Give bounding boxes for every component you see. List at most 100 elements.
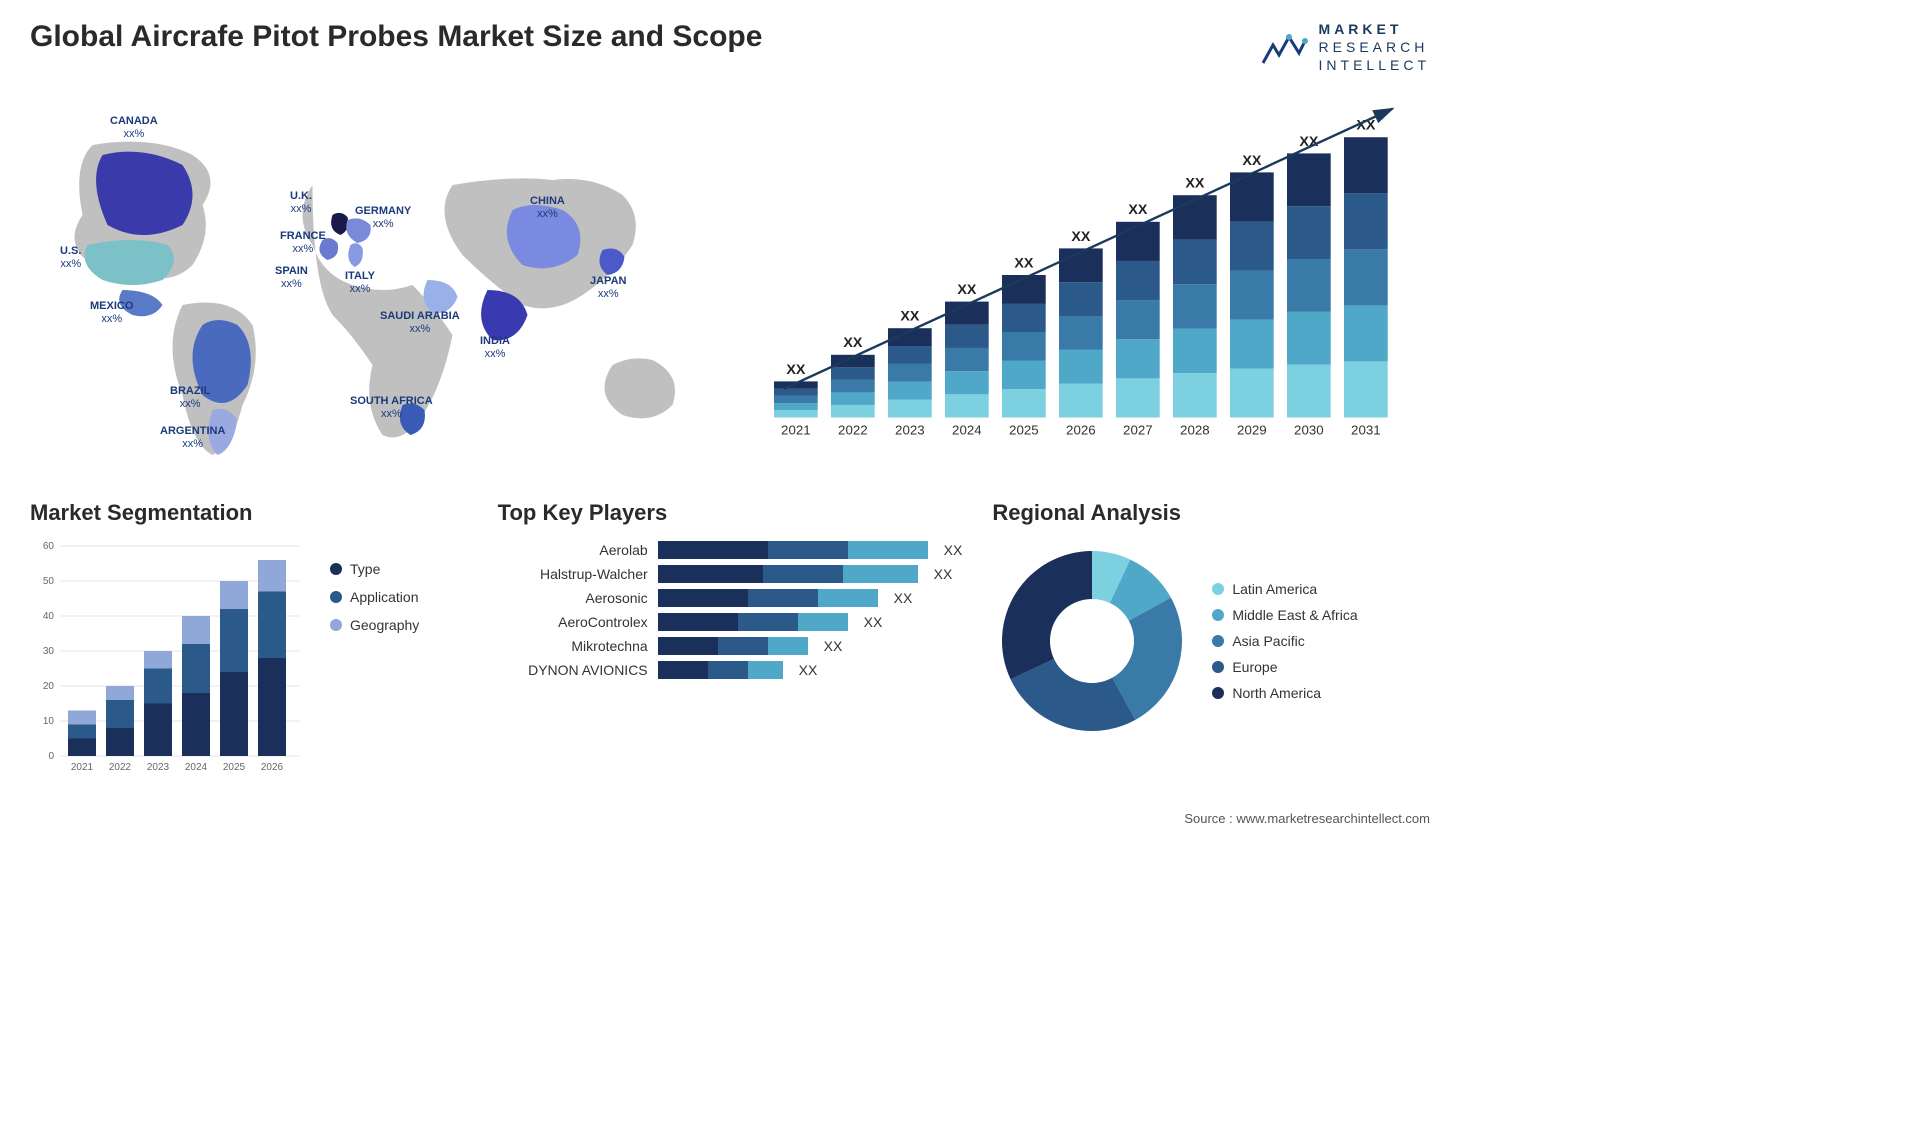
players-chart: AerolabXXHalstrup-WalcherXXAerosonicXXAe… bbox=[498, 541, 963, 679]
player-value: XX bbox=[864, 614, 883, 630]
map-label: BRAZILxx% bbox=[170, 385, 210, 411]
svg-text:2024: 2024 bbox=[185, 762, 208, 773]
legend-item: Middle East & Africa bbox=[1212, 607, 1357, 623]
svg-text:20: 20 bbox=[43, 681, 55, 692]
svg-text:2021: 2021 bbox=[71, 762, 94, 773]
player-name: AeroControlex bbox=[498, 614, 648, 630]
svg-text:2027: 2027 bbox=[1123, 422, 1153, 437]
legend-item: Asia Pacific bbox=[1212, 633, 1357, 649]
regional-title: Regional Analysis bbox=[992, 500, 1430, 526]
svg-text:10: 10 bbox=[43, 716, 55, 727]
player-name: Aerosonic bbox=[498, 590, 648, 606]
svg-text:2023: 2023 bbox=[147, 762, 170, 773]
map-label: ITALYxx% bbox=[345, 270, 375, 296]
svg-text:2029: 2029 bbox=[1237, 422, 1267, 437]
map-label: JAPANxx% bbox=[590, 275, 626, 301]
svg-text:2021: 2021 bbox=[781, 422, 811, 437]
svg-text:2022: 2022 bbox=[838, 422, 868, 437]
map-label: SOUTH AFRICAxx% bbox=[350, 395, 433, 421]
map-label: U.S.xx% bbox=[60, 245, 81, 271]
world-map-panel: CANADAxx% U.S.xx% MEXICOxx% BRAZILxx% ARGENT… bbox=[30, 85, 715, 470]
player-value: XX bbox=[824, 638, 843, 654]
source-text: Source : www.marketresearchintellect.com bbox=[30, 811, 1430, 826]
player-bar bbox=[658, 541, 928, 559]
svg-text:0: 0 bbox=[48, 751, 54, 762]
map-label: INDIAxx% bbox=[480, 335, 510, 361]
svg-text:2031: 2031 bbox=[1351, 422, 1381, 437]
svg-text:2025: 2025 bbox=[223, 762, 246, 773]
svg-text:50: 50 bbox=[43, 576, 55, 587]
player-bar bbox=[658, 589, 878, 607]
regional-donut bbox=[992, 541, 1192, 741]
player-name: Halstrup-Walcher bbox=[498, 566, 648, 582]
player-row: AeroControlex XX bbox=[498, 613, 963, 631]
map-label: SAUDI ARABIAxx% bbox=[380, 310, 460, 336]
logo-line2: RESEARCH bbox=[1319, 38, 1430, 56]
growth-chart-panel: 2021 XX 2022 XX 2023 XX 2024 XX 2025 XX 2026 XX 2027… bbox=[745, 85, 1430, 470]
svg-text:XX: XX bbox=[1242, 152, 1262, 168]
logo-line3: INTELLECT bbox=[1319, 56, 1430, 74]
player-bar bbox=[658, 661, 783, 679]
player-value: XX bbox=[894, 590, 913, 606]
map-label: CANADAxx% bbox=[110, 115, 158, 141]
svg-text:XX: XX bbox=[1128, 202, 1148, 218]
svg-text:2030: 2030 bbox=[1294, 422, 1324, 437]
svg-text:30: 30 bbox=[43, 646, 55, 657]
player-bar bbox=[658, 637, 808, 655]
player-bar bbox=[658, 613, 848, 631]
svg-text:2024: 2024 bbox=[952, 422, 982, 437]
map-label: ARGENTINAxx% bbox=[160, 425, 225, 451]
map-label: SPAINxx% bbox=[275, 265, 308, 291]
legend-item: Type bbox=[330, 561, 419, 577]
map-label: FRANCExx% bbox=[280, 230, 326, 256]
regional-legend: Latin America Middle East & Africa Asia Pa… bbox=[1212, 581, 1357, 701]
legend-item: Latin America bbox=[1212, 581, 1357, 597]
svg-text:XX: XX bbox=[1071, 228, 1091, 244]
svg-text:XX: XX bbox=[1014, 255, 1034, 271]
svg-text:2022: 2022 bbox=[109, 762, 132, 773]
logo: MARKET RESEARCH INTELLECT bbox=[1259, 20, 1430, 75]
players-title: Top Key Players bbox=[498, 500, 963, 526]
page-title: Global Aircrafe Pitot Probes Market Size… bbox=[30, 20, 762, 54]
player-name: Aerolab bbox=[498, 542, 648, 558]
legend-item: Geography bbox=[330, 617, 419, 633]
svg-text:2026: 2026 bbox=[261, 762, 284, 773]
svg-text:2023: 2023 bbox=[895, 422, 925, 437]
svg-text:2028: 2028 bbox=[1180, 422, 1210, 437]
svg-text:60: 60 bbox=[43, 541, 55, 552]
player-value: XX bbox=[799, 662, 818, 678]
player-value: XX bbox=[944, 542, 963, 558]
map-label: GERMANYxx% bbox=[355, 205, 411, 231]
legend-item: Europe bbox=[1212, 659, 1357, 675]
player-row: Aerolab XX bbox=[498, 541, 963, 559]
player-row: DYNON AVIONICSXX bbox=[498, 661, 963, 679]
player-row: Halstrup-Walcher XX bbox=[498, 565, 963, 583]
logo-icon bbox=[1259, 27, 1309, 67]
player-row: Aerosonic XX bbox=[498, 589, 963, 607]
logo-line1: MARKET bbox=[1319, 20, 1430, 38]
regional-panel: Regional Analysis Latin America Middle Ea… bbox=[992, 500, 1430, 791]
map-label: CHINAxx% bbox=[530, 195, 565, 221]
svg-text:XX: XX bbox=[786, 361, 806, 377]
svg-text:XX: XX bbox=[843, 335, 863, 351]
svg-text:2026: 2026 bbox=[1066, 422, 1096, 437]
segmentation-panel: Market Segmentation 0 10 20 30 40 50 60 2021 202… bbox=[30, 500, 468, 791]
svg-text:XX: XX bbox=[957, 282, 977, 298]
players-panel: Top Key Players AerolabXXHalstrup-Walche… bbox=[498, 500, 963, 791]
legend-item: Application bbox=[330, 589, 419, 605]
svg-text:2025: 2025 bbox=[1009, 422, 1039, 437]
segmentation-legend: Type Application Geography bbox=[330, 541, 419, 791]
segmentation-chart: 0 10 20 30 40 50 60 2021 2022 2023 2024 2025 2026 bbox=[30, 541, 310, 791]
legend-item: North America bbox=[1212, 685, 1357, 701]
growth-chart: 2021 XX 2022 XX 2023 XX 2024 XX 2025 XX 2026 XX 2027… bbox=[745, 85, 1430, 465]
svg-text:40: 40 bbox=[43, 611, 55, 622]
map-label: MEXICOxx% bbox=[90, 300, 133, 326]
player-name: Mikrotechna bbox=[498, 638, 648, 654]
player-bar bbox=[658, 565, 918, 583]
player-row: Mikrotechna XX bbox=[498, 637, 963, 655]
player-value: XX bbox=[934, 566, 953, 582]
svg-text:XX: XX bbox=[1185, 175, 1205, 191]
map-label: U.K.xx% bbox=[290, 190, 312, 216]
segmentation-title: Market Segmentation bbox=[30, 500, 468, 526]
svg-text:XX: XX bbox=[900, 308, 920, 324]
